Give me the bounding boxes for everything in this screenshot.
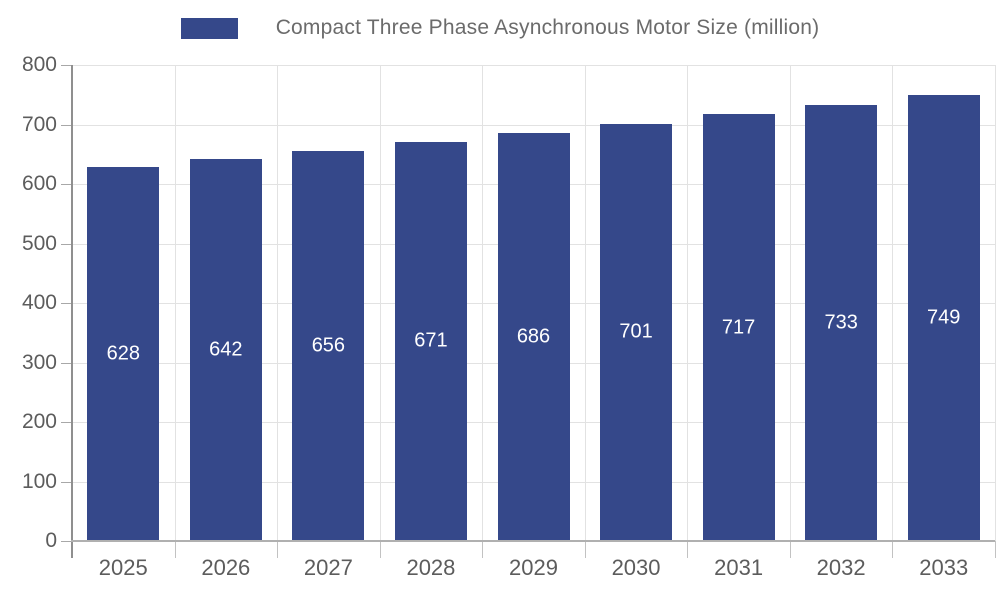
y-tick-label: 800 <box>21 53 57 76</box>
bar[interactable] <box>805 104 878 541</box>
y-tick-label: 200 <box>21 410 57 433</box>
gridline-v <box>482 65 484 541</box>
gridline-v <box>174 65 176 541</box>
y-tick-label: 400 <box>21 291 57 314</box>
bar-value-label: 686 <box>516 325 551 348</box>
y-axis-tick <box>61 481 72 483</box>
gridline-v <box>584 65 586 541</box>
x-tick-label: 2033 <box>919 555 969 580</box>
bar[interactable] <box>292 150 365 541</box>
y-axis-line <box>71 65 73 558</box>
y-axis-tick <box>61 243 72 245</box>
bar-value-label: 671 <box>414 329 448 352</box>
legend-swatch <box>180 17 238 39</box>
bar-value-label: 628 <box>106 342 140 365</box>
bar[interactable] <box>702 114 775 541</box>
bar-value-label: 733 <box>824 311 858 334</box>
x-tick-label: 2025 <box>98 555 148 580</box>
bar[interactable] <box>189 159 262 541</box>
bar[interactable] <box>497 132 570 541</box>
bar-value-label: 642 <box>209 338 243 361</box>
x-axis-tick <box>687 541 689 558</box>
gridline-v <box>379 65 381 541</box>
x-axis-line <box>71 540 995 542</box>
bar[interactable] <box>394 141 467 541</box>
x-axis-tick <box>892 541 894 558</box>
y-axis-tick <box>61 184 72 185</box>
gridline-v <box>687 65 689 541</box>
x-axis-tick <box>995 541 996 558</box>
x-axis-tick <box>482 541 484 558</box>
x-axis-tick <box>277 541 279 558</box>
y-tick-label: 700 <box>21 112 57 136</box>
bar-value-label: 701 <box>619 320 653 343</box>
x-axis-tick <box>584 541 586 558</box>
legend-label: Compact Three Phase Asynchronous Motor S… <box>275 16 820 39</box>
x-tick-label: 2027 <box>303 555 353 580</box>
x-tick-label: 2029 <box>509 555 558 580</box>
y-axis-tick <box>61 422 72 423</box>
y-tick-label: 600 <box>21 172 57 195</box>
y-tick-label: 300 <box>21 350 57 374</box>
x-tick-label: 2032 <box>816 555 866 580</box>
x-tick-label: 2028 <box>406 555 456 580</box>
x-axis-tick <box>789 541 791 558</box>
y-axis-tick <box>61 65 72 66</box>
y-axis-tick <box>61 541 72 542</box>
bar-value-label: 749 <box>927 306 961 329</box>
bar[interactable] <box>600 123 673 541</box>
x-tick-label: 2026 <box>201 555 251 580</box>
y-axis-tick <box>61 124 72 126</box>
x-axis-tick <box>174 541 176 558</box>
bar[interactable] <box>907 95 980 541</box>
gridline-v <box>892 65 894 541</box>
bar-value-label: 656 <box>311 334 346 357</box>
y-tick-label: 100 <box>21 469 57 493</box>
y-tick-label: 0 <box>45 529 57 552</box>
bar-value-label: 717 <box>721 316 756 339</box>
x-tick-label: 2030 <box>611 555 661 580</box>
legend[interactable]: Compact Three Phase Asynchronous Motor S… <box>0 16 1000 40</box>
x-tick-label: 2031 <box>714 555 764 580</box>
y-tick-label: 500 <box>21 231 57 255</box>
gridline-v <box>789 65 791 541</box>
gridline-h <box>72 65 995 66</box>
gridline-v <box>995 65 996 541</box>
gridline-h <box>72 124 995 126</box>
gridline-v <box>277 65 279 541</box>
x-axis-tick <box>379 541 381 558</box>
y-axis-tick <box>61 303 72 304</box>
bar[interactable] <box>87 167 160 541</box>
y-axis-tick <box>61 362 72 364</box>
